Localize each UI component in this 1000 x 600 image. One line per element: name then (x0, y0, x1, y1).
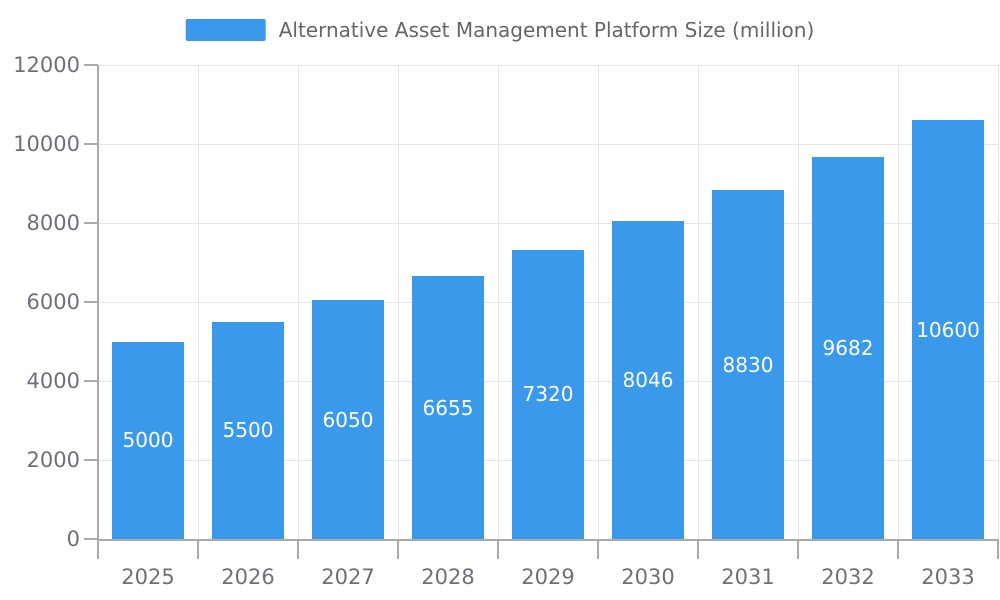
x-axis-tick (97, 539, 99, 559)
y-axis-tick (84, 380, 98, 382)
bar[interactable] (112, 341, 184, 539)
x-axis-tick (497, 539, 499, 559)
x-tick-label: 2032 (821, 565, 875, 589)
x-axis-tick (897, 539, 899, 559)
bar[interactable] (212, 321, 284, 539)
x-tick-label: 2027 (321, 565, 375, 589)
x-tick-label: 2028 (421, 565, 475, 589)
x-axis-tick (697, 539, 699, 559)
x-axis-tick (297, 539, 299, 559)
x-tick-label: 2030 (621, 565, 675, 589)
bar[interactable] (912, 120, 984, 539)
legend-swatch (185, 19, 266, 41)
x-gridline (997, 65, 999, 539)
bar[interactable] (312, 300, 384, 539)
bar[interactable] (412, 276, 484, 539)
x-tick-label: 2029 (521, 565, 575, 589)
y-tick-label: 2000 (26, 448, 80, 472)
y-gridline (98, 64, 998, 66)
x-gridline (797, 65, 799, 539)
bar[interactable] (512, 249, 584, 539)
bar[interactable] (612, 221, 684, 539)
y-tick-label: 4000 (26, 369, 80, 393)
bar-value-label: 6655 (422, 395, 474, 420)
y-tick-label: 0 (66, 527, 80, 551)
y-axis-line (97, 65, 99, 541)
y-axis-tick (84, 301, 98, 303)
x-tick-label: 2031 (721, 565, 775, 589)
x-tick-label: 2026 (221, 565, 275, 589)
x-gridline (197, 65, 199, 539)
bar[interactable] (812, 156, 884, 539)
y-tick-label: 8000 (26, 211, 80, 235)
x-axis-tick (197, 539, 199, 559)
x-gridline (697, 65, 699, 539)
x-axis-line (98, 539, 998, 541)
x-tick-label: 2025 (121, 565, 175, 589)
x-axis-tick (797, 539, 799, 559)
y-axis-tick (84, 459, 98, 461)
bar[interactable] (712, 190, 784, 539)
x-axis-tick (397, 539, 399, 559)
bar-value-label: 9682 (822, 335, 874, 360)
x-gridline (597, 65, 599, 539)
x-tick-label: 2033 (921, 565, 975, 589)
legend-label: Alternative Asset Management Platform Si… (278, 18, 815, 42)
bar-value-label: 5000 (122, 428, 174, 453)
x-gridline (497, 65, 499, 539)
y-axis-tick (84, 222, 98, 224)
bar-value-label: 10600 (916, 317, 980, 342)
y-axis-tick (84, 143, 98, 145)
x-axis-tick (597, 539, 599, 559)
bar-value-label: 6050 (322, 407, 374, 432)
y-axis-tick (84, 64, 98, 66)
y-gridline (98, 222, 998, 224)
y-axis-tick (84, 538, 98, 540)
y-tick-label: 6000 (26, 290, 80, 314)
y-gridline (98, 143, 998, 145)
bar-value-label: 7320 (522, 382, 574, 407)
y-tick-label: 12000 (13, 53, 80, 77)
bar-value-label: 8830 (722, 352, 774, 377)
bar-value-label: 5500 (222, 418, 274, 443)
x-gridline (897, 65, 899, 539)
x-gridline (297, 65, 299, 539)
bar-value-label: 8046 (622, 368, 674, 393)
y-tick-label: 10000 (13, 132, 80, 156)
legend-item[interactable]: Alternative Asset Management Platform Si… (185, 18, 815, 42)
x-axis-tick (997, 539, 999, 559)
x-gridline (397, 65, 399, 539)
